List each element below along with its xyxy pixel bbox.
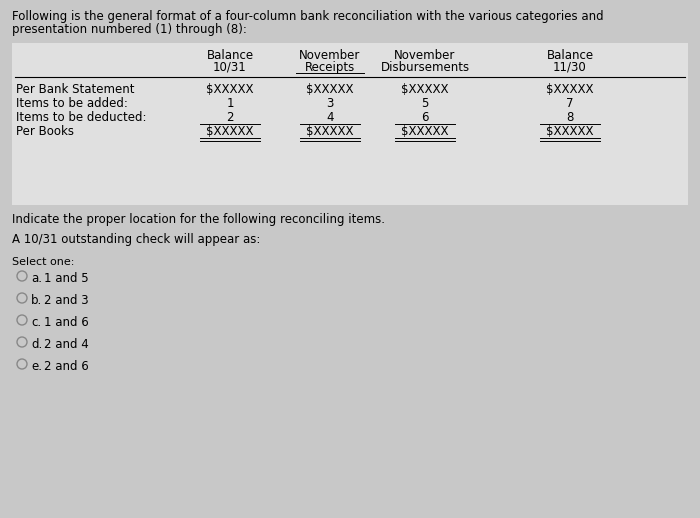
Text: Receipts: Receipts <box>305 61 355 74</box>
Text: 4: 4 <box>326 111 334 124</box>
Text: 1 and 6: 1 and 6 <box>44 316 89 329</box>
Text: 2 and 3: 2 and 3 <box>44 294 89 307</box>
Text: 1 and 5: 1 and 5 <box>44 272 89 285</box>
Text: Select one:: Select one: <box>12 257 74 267</box>
Text: Balance: Balance <box>547 49 594 62</box>
Text: $XXXXX: $XXXXX <box>307 83 354 96</box>
Text: c.: c. <box>31 316 41 329</box>
Text: d.: d. <box>31 338 42 351</box>
Text: $XXXXX: $XXXXX <box>206 125 253 138</box>
Text: 2 and 4: 2 and 4 <box>44 338 89 351</box>
Text: a.: a. <box>31 272 42 285</box>
Text: 3: 3 <box>326 97 334 110</box>
Text: $XXXXX: $XXXXX <box>546 83 594 96</box>
Text: Per Books: Per Books <box>16 125 74 138</box>
Text: Items to be deducted:: Items to be deducted: <box>16 111 146 124</box>
Text: $XXXXX: $XXXXX <box>307 125 354 138</box>
Text: 11/30: 11/30 <box>553 61 587 74</box>
Text: presentation numbered (1) through (8):: presentation numbered (1) through (8): <box>12 23 247 36</box>
Text: November: November <box>300 49 360 62</box>
Text: Items to be added:: Items to be added: <box>16 97 128 110</box>
Text: 7: 7 <box>566 97 574 110</box>
Text: 5: 5 <box>421 97 428 110</box>
Text: $XXXXX: $XXXXX <box>206 83 253 96</box>
Text: A 10/31 outstanding check will appear as:: A 10/31 outstanding check will appear as… <box>12 233 260 246</box>
Text: Indicate the proper location for the following reconciling items.: Indicate the proper location for the fol… <box>12 213 385 226</box>
Text: 6: 6 <box>421 111 428 124</box>
Text: Following is the general format of a four-column bank reconciliation with the va: Following is the general format of a fou… <box>12 10 603 23</box>
Text: $XXXXX: $XXXXX <box>401 125 449 138</box>
Text: e.: e. <box>31 360 42 373</box>
Text: Per Bank Statement: Per Bank Statement <box>16 83 134 96</box>
Text: Balance: Balance <box>206 49 253 62</box>
Text: Disbursements: Disbursements <box>380 61 470 74</box>
Text: b.: b. <box>31 294 42 307</box>
Circle shape <box>17 315 27 325</box>
Text: 1: 1 <box>226 97 234 110</box>
Circle shape <box>17 293 27 303</box>
Text: 10/31: 10/31 <box>213 61 247 74</box>
Circle shape <box>17 359 27 369</box>
Text: 2: 2 <box>226 111 234 124</box>
Text: $XXXXX: $XXXXX <box>546 125 594 138</box>
Text: 8: 8 <box>566 111 574 124</box>
Text: $XXXXX: $XXXXX <box>401 83 449 96</box>
Bar <box>12 43 688 205</box>
Text: November: November <box>394 49 456 62</box>
Circle shape <box>17 271 27 281</box>
Circle shape <box>17 337 27 347</box>
Text: 2 and 6: 2 and 6 <box>44 360 89 373</box>
